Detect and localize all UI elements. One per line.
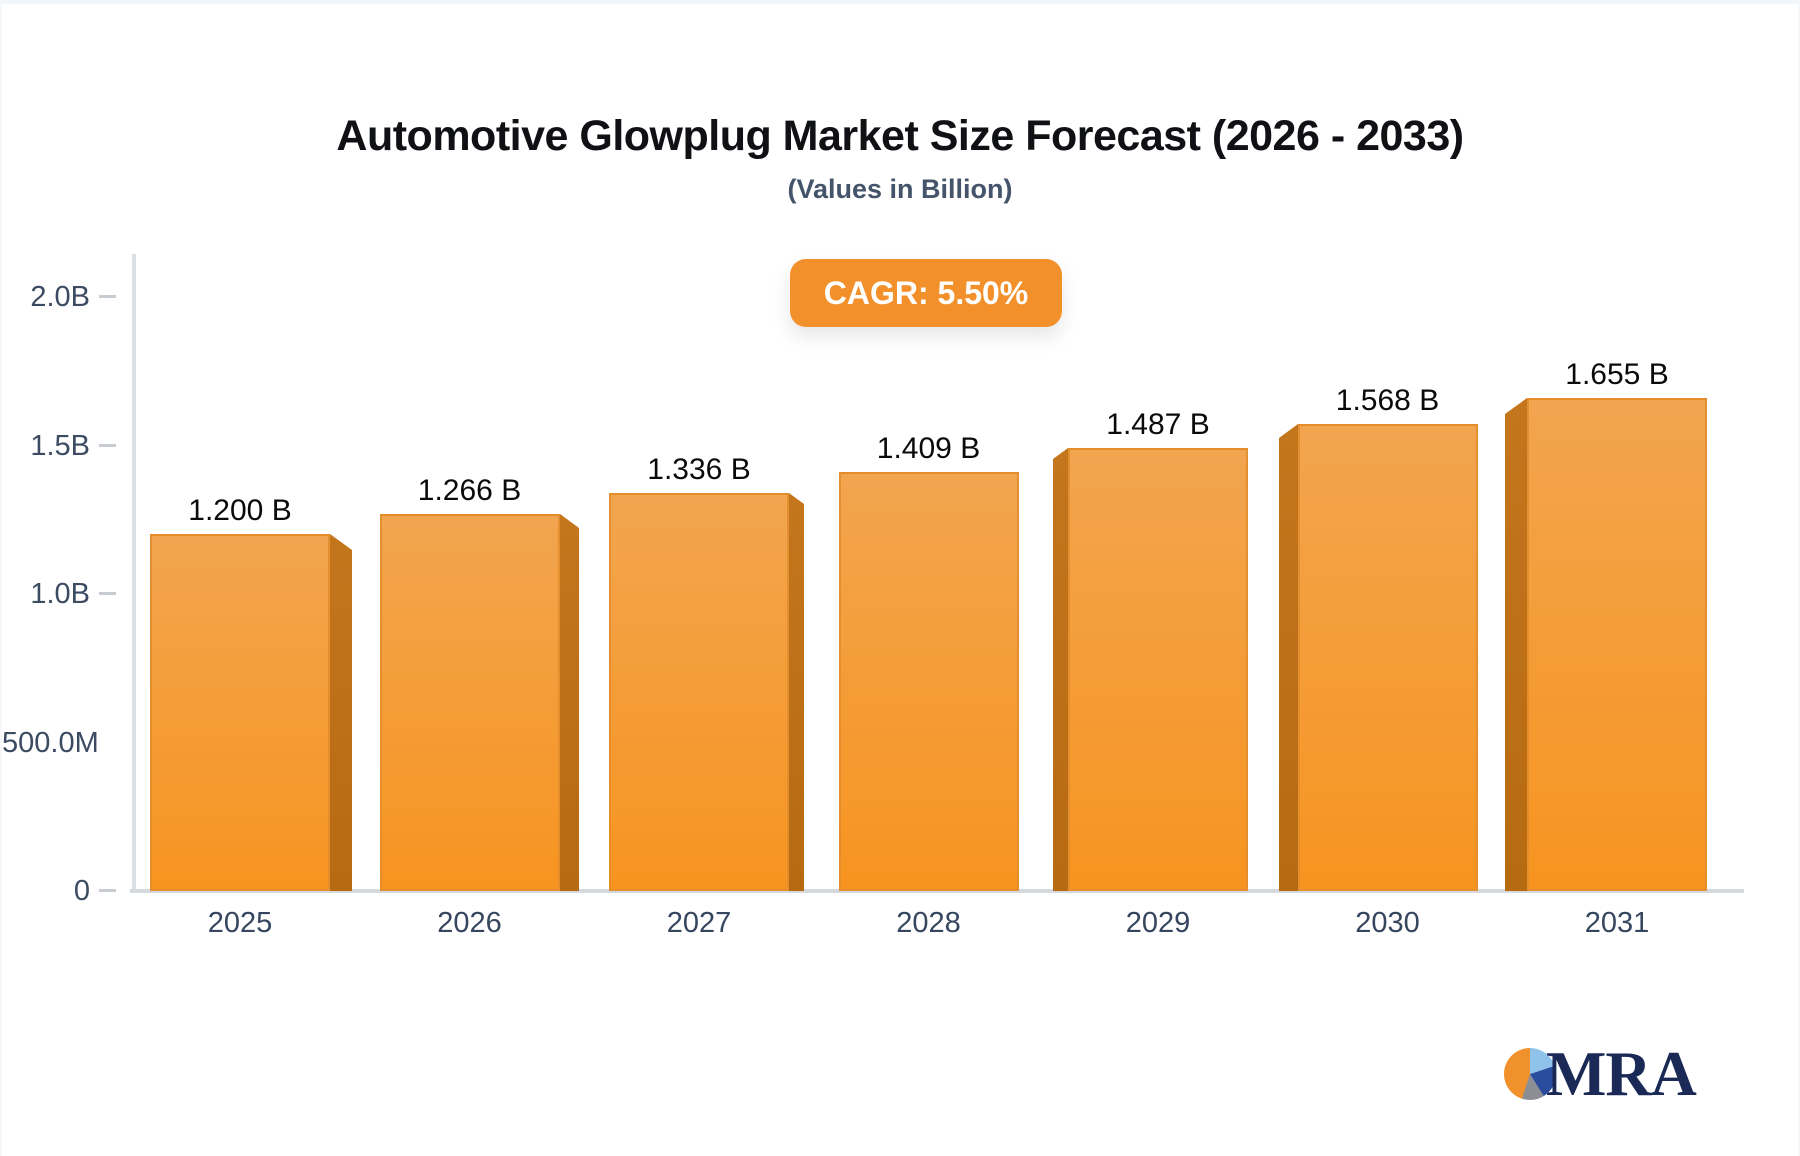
x-axis-label: 2028 [896, 907, 961, 939]
bar-3d-side [560, 514, 579, 891]
bar-2029 [1068, 448, 1248, 891]
x-axis-label: 2031 [1584, 907, 1650, 939]
x-axis-line [130, 889, 1744, 893]
bar-2030 [1298, 424, 1478, 891]
bar-3d-side [789, 493, 804, 891]
bar-3d-side [1053, 448, 1068, 891]
cagr-badge: CAGR: 5.50% [790, 259, 1062, 327]
bar-3d-side [1279, 424, 1298, 891]
bar-value-label: 1.655 B [1565, 358, 1669, 391]
brand-logo: MRA [1504, 1038, 1697, 1109]
x-axis-label: 2027 [666, 907, 732, 939]
chart-subtitle: (Values in Billion) [787, 174, 1013, 204]
bar-3d-side [1505, 398, 1527, 891]
bar-value-label: 1.200 B [188, 494, 292, 527]
x-axis-label: 2030 [1355, 907, 1420, 939]
bar-3d-side [330, 534, 352, 891]
bar-value-label: 1.409 B [876, 432, 981, 465]
y-axis-tick-label: 0 [73, 875, 90, 907]
bar-2026 [380, 514, 560, 891]
bar-2025 [150, 534, 330, 891]
y-axis-tick-mark [99, 443, 116, 447]
x-axis-label: 2029 [1125, 907, 1191, 939]
x-axis-label: 2025 [207, 907, 273, 939]
y-axis-tick-label: 500.0M [2, 726, 99, 759]
bar-value-label: 1.568 B [1335, 384, 1440, 417]
y-axis-tick-mark [99, 295, 116, 298]
y-axis-tick-mark [99, 889, 116, 892]
y-axis-tick-label: 1.5B [30, 429, 90, 462]
bar-value-label: 1.336 B [647, 453, 751, 486]
bar-value-label: 1.266 B [417, 474, 522, 507]
chart-title: Automotive Glowplug Market Size Forecast… [336, 112, 1464, 160]
bar-2027 [609, 493, 789, 891]
x-axis-label: 2026 [437, 907, 502, 939]
brand-logo-text: MRA [1546, 1038, 1697, 1109]
bar-value-label: 1.487 B [1106, 408, 1210, 441]
y-axis-line [132, 254, 136, 893]
bar-2028 [839, 472, 1019, 891]
pie-chart-logo-icon [1504, 1048, 1556, 1100]
cagr-badge-label: CAGR: 5.50% [823, 274, 1029, 311]
y-axis-tick-label: 1.0B [30, 578, 90, 610]
y-axis-tick-label: 2.0B [30, 281, 90, 313]
bar-2031 [1527, 398, 1707, 891]
y-axis-tick-mark [99, 592, 116, 595]
